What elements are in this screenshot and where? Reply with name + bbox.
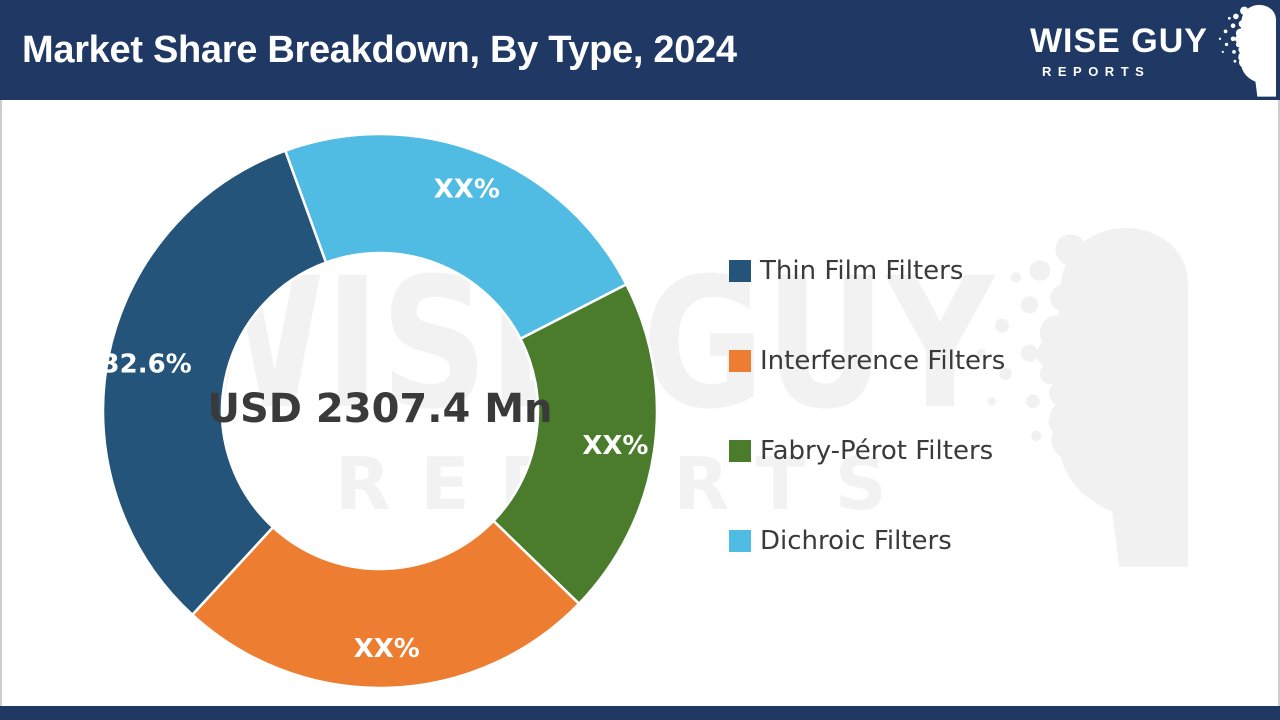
legend-swatch-interference-filters (729, 350, 751, 372)
donut-segment-fabry-perot-filters (492, 283, 659, 605)
legend-label-fabry-perot-filters: Fabry-Pérot Filters (760, 436, 994, 466)
donut-center-label: USD 2307.4 Mn (207, 386, 553, 432)
segment-value-label-dichroic-filters: XX% (434, 174, 500, 204)
logo-wordmark-line2: REPORTS (1041, 63, 1151, 79)
legend-label-thin-film-filters: Thin Film Filters (760, 256, 964, 286)
donut-segment-thin-film-filters (101, 149, 328, 617)
logo-face-icon (1218, 4, 1276, 97)
segment-value-label-fabry-perot-filters: XX% (582, 431, 648, 461)
legend-item-thin-film-filters: Thin Film Filters (729, 256, 1005, 286)
logo: WISE GUY REPORTS (1030, 3, 1276, 97)
legend: Thin Film Filters Interference Filters F… (729, 256, 1006, 618)
footer-bar (0, 706, 1280, 720)
legend-item-fabry-perot-filters: Fabry-Pérot Filters (729, 436, 1005, 466)
legend-label-interference-filters: Interference Filters (760, 346, 1006, 376)
legend-item-interference-filters: Interference Filters (729, 346, 1006, 376)
segment-value-label-thin-film-filters: 32.6% (102, 349, 192, 379)
header-bar: Market Share Breakdown, By Type, 2024 WI… (0, 0, 1280, 100)
donut-segment-dichroic-filters (284, 132, 628, 341)
legend-swatch-thin-film-filters (729, 260, 751, 282)
donut-chart: XX% XX% XX% 32.6% (101, 132, 659, 690)
legend-swatch-fabry-perot-filters (729, 440, 751, 462)
page-border-right (1278, 100, 1280, 706)
legend-item-dichroic-filters: Dichroic Filters (729, 526, 1005, 556)
legend-label-dichroic-filters: Dichroic Filters (760, 526, 952, 556)
donut-segment-interference-filters (191, 519, 581, 690)
segment-value-label-interference-filters: XX% (354, 634, 420, 664)
legend-swatch-dichroic-filters (729, 530, 751, 552)
page-border-left (0, 100, 2, 706)
page-title: Market Share Breakdown, By Type, 2024 (22, 28, 737, 71)
logo-wordmark-line1: WISE GUY (1029, 21, 1208, 60)
logo-wordmark: WISE GUY REPORTS (1030, 22, 1208, 79)
